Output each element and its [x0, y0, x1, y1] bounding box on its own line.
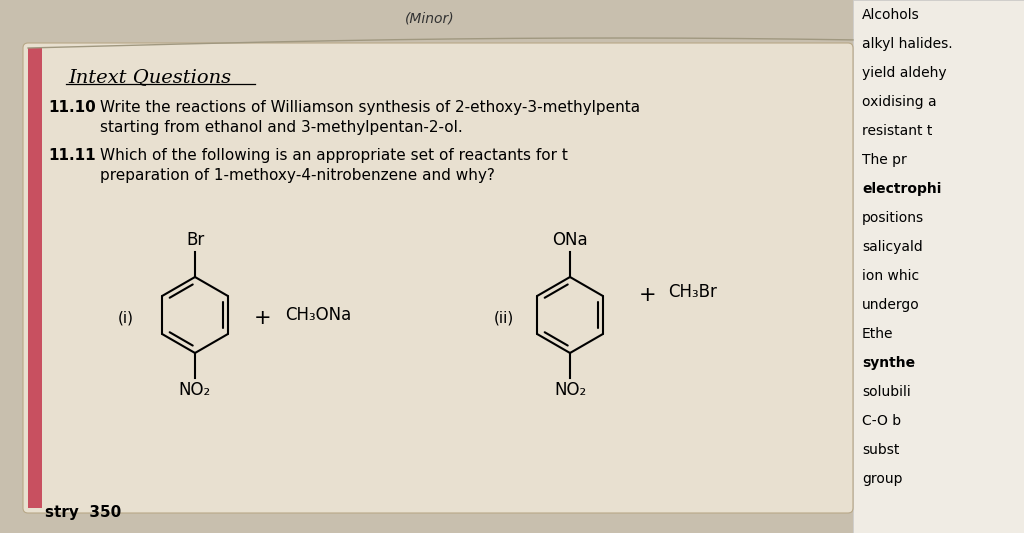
Text: solubili: solubili — [862, 385, 910, 399]
Text: (ii): (ii) — [494, 311, 514, 326]
FancyBboxPatch shape — [28, 48, 42, 508]
FancyBboxPatch shape — [23, 43, 853, 513]
Text: NO₂: NO₂ — [554, 381, 586, 399]
Text: 11.10: 11.10 — [48, 100, 96, 115]
Text: Ethe: Ethe — [862, 327, 894, 341]
Text: CH₃Br: CH₃Br — [668, 283, 717, 301]
FancyBboxPatch shape — [853, 0, 1024, 533]
Text: ONa: ONa — [552, 231, 588, 249]
Text: oxidising a: oxidising a — [862, 95, 937, 109]
Text: CH₃ONa: CH₃ONa — [285, 306, 351, 324]
Text: 11.11: 11.11 — [48, 148, 95, 163]
Text: synthe: synthe — [862, 356, 915, 370]
Text: Alcohols: Alcohols — [862, 8, 920, 22]
Text: The pr: The pr — [862, 153, 906, 167]
Text: +: + — [639, 285, 656, 305]
Text: yield aldehy: yield aldehy — [862, 66, 946, 80]
Text: electrophi: electrophi — [862, 182, 941, 196]
Text: preparation of 1‐methoxy‐4‐nitrobenzene and why?: preparation of 1‐methoxy‐4‐nitrobenzene … — [100, 168, 495, 183]
Text: Write the reactions of Williamson synthesis of 2-ethoxy-3-methylpenta: Write the reactions of Williamson synthe… — [100, 100, 640, 115]
Text: starting from ethanol and 3-methylpentan-2‐ol.: starting from ethanol and 3-methylpentan… — [100, 120, 463, 135]
Text: resistant t: resistant t — [862, 124, 933, 138]
Text: subst: subst — [862, 443, 899, 457]
Text: alkyl halides.: alkyl halides. — [862, 37, 952, 51]
Text: group: group — [862, 472, 902, 486]
Text: Intext Questions: Intext Questions — [68, 68, 231, 86]
Text: positions: positions — [862, 211, 924, 225]
Text: (i): (i) — [118, 311, 134, 326]
Text: undergo: undergo — [862, 298, 920, 312]
Text: salicyald: salicyald — [862, 240, 923, 254]
Text: (Minor): (Minor) — [406, 12, 455, 26]
Text: Br: Br — [186, 231, 204, 249]
Text: Which of the following is an appropriate set of reactants for t: Which of the following is an appropriate… — [100, 148, 568, 163]
Text: ion whic: ion whic — [862, 269, 920, 283]
Text: stry  350: stry 350 — [45, 505, 121, 520]
Text: +: + — [254, 308, 271, 328]
Text: C-O b: C-O b — [862, 414, 901, 428]
Text: NO₂: NO₂ — [179, 381, 211, 399]
